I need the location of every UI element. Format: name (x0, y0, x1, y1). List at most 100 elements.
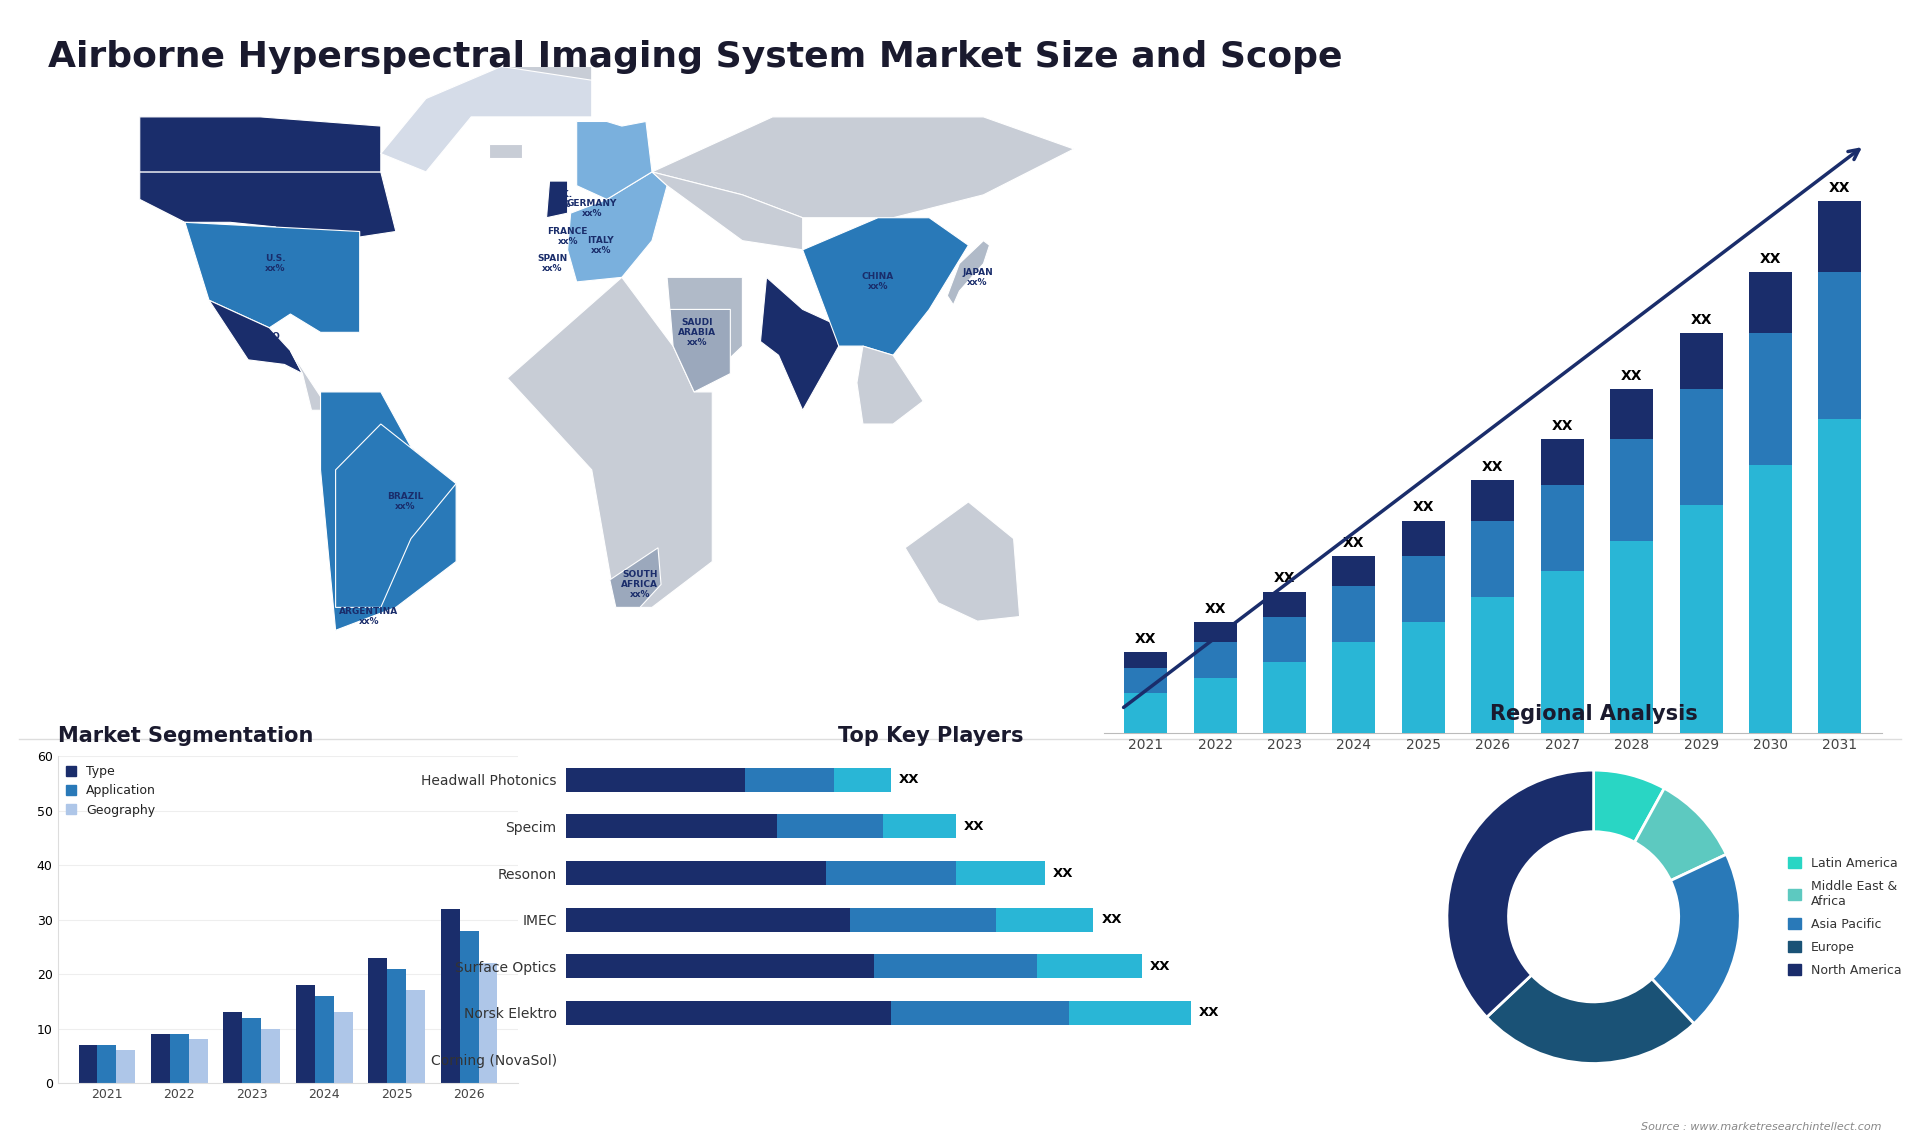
Legend: Latin America, Middle East &
Africa, Asia Pacific, Europe, North America: Latin America, Middle East & Africa, Asi… (1784, 851, 1907, 982)
Text: XX: XX (1150, 960, 1171, 973)
Bar (1540, 439, 1584, 485)
Text: Source : www.marketresearchintellect.com: Source : www.marketresearchintellect.com (1642, 1122, 1882, 1132)
Bar (1471, 597, 1515, 733)
Polygon shape (576, 121, 653, 199)
Text: BRAZIL
xx%: BRAZIL xx% (386, 493, 422, 511)
Polygon shape (184, 222, 359, 332)
Text: XX: XX (1273, 572, 1296, 586)
Bar (566, 955, 874, 979)
Bar (566, 814, 778, 839)
Bar (478, 963, 497, 1083)
Bar (851, 908, 996, 932)
Bar (1749, 333, 1791, 465)
Text: XX: XX (1102, 913, 1121, 926)
Bar (956, 861, 1044, 885)
Text: Market Segmentation: Market Segmentation (58, 727, 313, 746)
Bar (1332, 642, 1375, 733)
Text: SAUDI
ARABIA
xx%: SAUDI ARABIA xx% (678, 317, 716, 347)
Bar (1540, 571, 1584, 733)
Bar (242, 1018, 261, 1083)
Polygon shape (321, 392, 457, 630)
Bar (188, 1039, 207, 1083)
Bar (883, 814, 956, 839)
Bar (1123, 693, 1167, 733)
Bar (874, 955, 1037, 979)
Text: FRANCE
xx%: FRANCE xx% (547, 227, 588, 245)
Polygon shape (947, 241, 989, 305)
Text: SPAIN
xx%: SPAIN xx% (538, 254, 568, 273)
Text: SOUTH
AFRICA
xx%: SOUTH AFRICA xx% (622, 570, 659, 599)
Polygon shape (803, 218, 968, 355)
Bar (388, 968, 407, 1083)
Bar (1680, 388, 1722, 505)
Text: XX: XX (1344, 536, 1365, 550)
Text: XX: XX (1690, 313, 1713, 327)
Polygon shape (380, 66, 591, 172)
Bar (833, 768, 891, 792)
Polygon shape (426, 66, 591, 117)
Text: ITALY
xx%: ITALY xx% (588, 236, 614, 254)
Bar (1263, 617, 1306, 662)
Text: XX: XX (964, 819, 985, 833)
Wedge shape (1486, 975, 1693, 1063)
Bar (1194, 677, 1236, 733)
Polygon shape (653, 172, 803, 250)
Wedge shape (1634, 788, 1726, 880)
Bar (1611, 439, 1653, 541)
Bar (1123, 667, 1167, 693)
Bar (566, 768, 745, 792)
Polygon shape (760, 277, 839, 410)
Polygon shape (611, 548, 660, 607)
Wedge shape (1448, 770, 1594, 1018)
Polygon shape (140, 172, 396, 254)
Bar (459, 931, 478, 1083)
Bar (1749, 272, 1791, 333)
Text: U.S.
xx%: U.S. xx% (265, 254, 286, 273)
Bar (1069, 1000, 1190, 1026)
Text: XX: XX (1052, 866, 1073, 879)
Polygon shape (490, 144, 522, 158)
Polygon shape (290, 351, 330, 410)
Text: XX: XX (1135, 633, 1156, 646)
Polygon shape (653, 117, 1073, 218)
Bar (1611, 388, 1653, 439)
Bar (1402, 520, 1446, 556)
Polygon shape (140, 117, 380, 172)
Bar (1471, 520, 1515, 597)
Polygon shape (856, 346, 924, 424)
Bar (566, 1000, 891, 1026)
Bar (98, 1045, 117, 1083)
Title: Regional Analysis: Regional Analysis (1490, 704, 1697, 723)
Text: XX: XX (1761, 252, 1782, 266)
Bar (891, 1000, 1069, 1026)
Bar (1332, 587, 1375, 642)
Bar (778, 814, 883, 839)
Text: CHINA
xx%: CHINA xx% (862, 273, 895, 291)
Polygon shape (904, 502, 1020, 621)
Text: Airborne Hyperspectral Imaging System Market Size and Scope: Airborne Hyperspectral Imaging System Ma… (48, 40, 1342, 74)
Bar (296, 984, 315, 1083)
Text: XX: XX (1413, 501, 1434, 515)
Bar (334, 1012, 353, 1083)
Polygon shape (547, 181, 568, 218)
Polygon shape (209, 300, 303, 374)
Bar (1194, 622, 1236, 642)
Bar (369, 958, 388, 1083)
Bar (1402, 556, 1446, 622)
Bar (407, 990, 424, 1083)
Bar (1263, 591, 1306, 617)
Bar (117, 1050, 134, 1083)
Text: INDIA
xx%: INDIA xx% (789, 337, 818, 355)
Bar (152, 1034, 169, 1083)
Text: CANADA
xx%: CANADA xx% (238, 135, 282, 154)
Bar (566, 908, 851, 932)
Bar (1471, 480, 1515, 520)
Text: XX: XX (1198, 1006, 1219, 1020)
Bar (1263, 662, 1306, 733)
Polygon shape (670, 309, 730, 392)
Bar (1037, 955, 1142, 979)
Polygon shape (568, 172, 666, 282)
Bar (169, 1034, 188, 1083)
Text: GERMANY
xx%: GERMANY xx% (566, 199, 616, 218)
Title: Top Key Players: Top Key Players (839, 727, 1023, 746)
